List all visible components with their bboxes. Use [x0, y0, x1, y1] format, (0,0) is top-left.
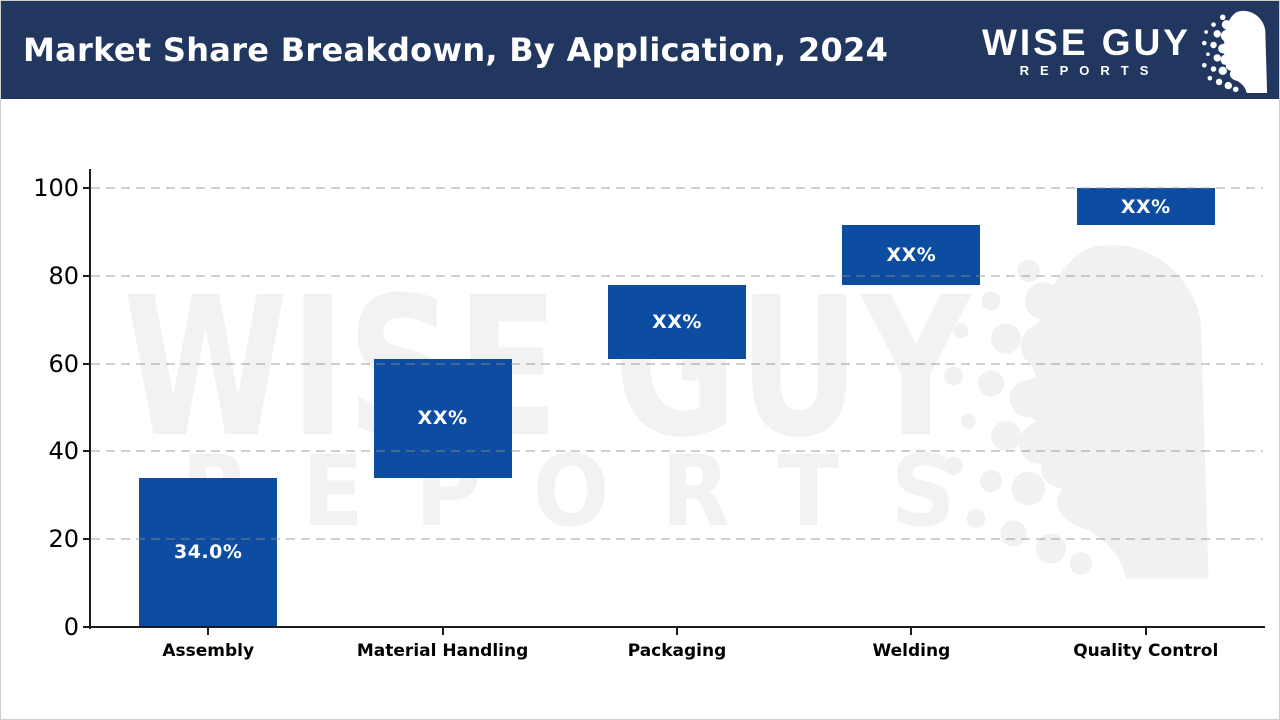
y-axis-tick-mark: [83, 274, 91, 277]
logo-subtitle: REPORTS: [1019, 62, 1160, 78]
watermark-face-icon: [944, 245, 1209, 579]
x-axis-tick-mark: [910, 628, 913, 635]
y-axis-tick-label: 40: [48, 437, 79, 466]
gridline-20: [91, 538, 1263, 541]
x-axis-tick-mark: [441, 628, 444, 635]
x-axis-tick-mark: [1144, 628, 1147, 635]
y-axis-tick-mark: [83, 450, 91, 453]
face-logo-icon: [1201, 10, 1268, 93]
bar-value-label: 34.0%: [173, 541, 243, 564]
x-axis-tick-mark: [207, 628, 210, 635]
header-bar: Market Share Breakdown, By Application, …: [1, 1, 1279, 99]
x-axis-spine: [89, 626, 1265, 628]
gridline-80: [91, 274, 1263, 277]
bar-material-handling: XX%: [373, 359, 512, 478]
page-title: Market Share Breakdown, By Application, …: [23, 31, 889, 69]
y-axis-tick-mark: [83, 187, 91, 189]
bar-assembly: 34.0%: [139, 477, 278, 627]
x-axis-category-label: Packaging: [627, 641, 727, 661]
x-axis-category-label: Quality Control: [1073, 641, 1219, 661]
y-axis-tick-label: 20: [48, 525, 79, 554]
y-axis-spine: [89, 169, 91, 629]
bar-quality-control: XX%: [1076, 188, 1215, 226]
watermark-text-line2: REPORTS: [181, 435, 1008, 549]
gridline-100: [91, 187, 1263, 189]
y-axis-tick-label: 60: [48, 349, 79, 378]
gridline-60: [91, 362, 1263, 365]
bar-value-label: XX%: [417, 407, 468, 430]
x-axis-category-label: Material Handling: [356, 641, 529, 661]
bar-packaging: XX%: [608, 284, 746, 360]
bar-value-label: XX%: [1120, 195, 1171, 218]
x-axis-category-label: Assembly: [162, 641, 255, 661]
x-axis-category-label: Welding: [872, 641, 951, 661]
logo-text: WISE GUY REPORTS: [982, 24, 1191, 77]
gridline-40: [91, 450, 1263, 453]
y-axis-tick-label: 0: [63, 613, 79, 641]
bar-value-label: XX%: [652, 310, 702, 333]
wiseguy-logo: WISE GUY REPORTS: [982, 8, 1269, 93]
logo-wordmark: WISE GUY: [981, 21, 1191, 63]
bar-welding: XX%: [842, 225, 981, 285]
bar-value-label: XX%: [886, 243, 937, 266]
x-axis-tick-mark: [676, 628, 678, 635]
watermark-text-line1: WISE GUY: [123, 257, 972, 480]
y-axis-tick-mark: [83, 362, 91, 365]
y-axis-tick-mark: [83, 538, 91, 541]
y-axis-tick-mark: [83, 626, 91, 628]
y-axis-tick-label: 100: [33, 174, 79, 202]
y-axis-tick-label: 80: [48, 261, 79, 290]
